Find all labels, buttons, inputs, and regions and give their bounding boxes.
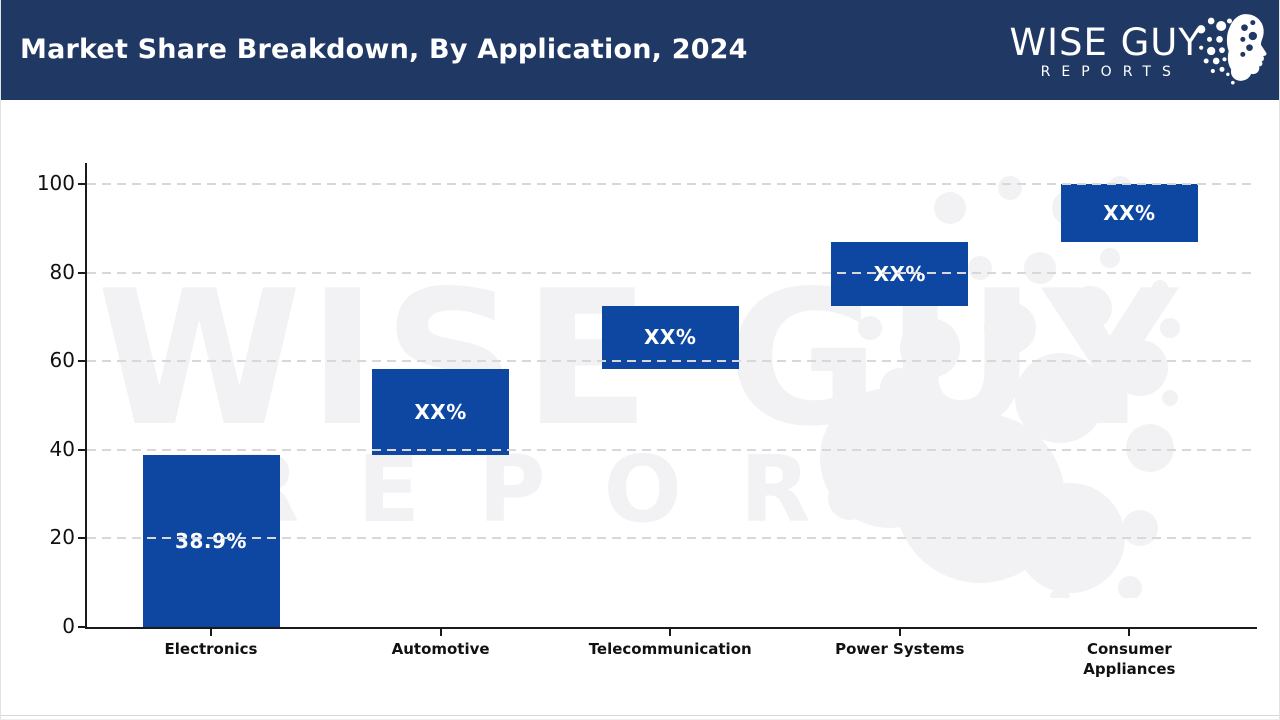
y-tick-mark bbox=[78, 360, 87, 363]
y-tick-mark bbox=[78, 183, 87, 185]
bar-power-systems: XX% bbox=[831, 241, 969, 306]
bar-value-label: XX% bbox=[1103, 200, 1156, 225]
bar-automotive: XX% bbox=[372, 368, 510, 455]
x-tick-mark bbox=[669, 629, 672, 636]
gridline-60 bbox=[87, 360, 1257, 363]
y-axis-tick-label: 100 bbox=[36, 171, 75, 195]
x-category-label-electronics: Electronics bbox=[164, 640, 258, 658]
wiseguy-face-icon bbox=[1197, 14, 1267, 85]
x-category-label-telecommunication: Telecommunication bbox=[588, 640, 752, 658]
y-tick-mark bbox=[78, 537, 87, 540]
chart-title: Market Share Breakdown, By Application, … bbox=[20, 34, 748, 65]
y-tick-mark bbox=[78, 626, 87, 628]
y-axis-tick-label: 60 bbox=[49, 348, 75, 373]
y-axis-tick-label: 0 bbox=[62, 614, 75, 638]
header-bar: Market Share Breakdown, By Application, … bbox=[0, 0, 1280, 100]
wiseguy-logo: WISE GUY REPORTS bbox=[1010, 11, 1270, 91]
bar-value-label: XX% bbox=[414, 399, 467, 424]
x-tick-mark bbox=[210, 629, 212, 636]
x-category-label-consumer-appliances: Consumer Appliances bbox=[1083, 640, 1176, 678]
logo-reports-text: REPORTS bbox=[1040, 64, 1182, 80]
bar-electronics: 38.9% bbox=[142, 454, 280, 627]
x-category-label-power-systems: Power Systems bbox=[835, 640, 965, 658]
y-axis-tick-label: 80 bbox=[49, 259, 75, 284]
bottom-divider bbox=[0, 715, 1280, 716]
y-axis-tick-label: 40 bbox=[49, 436, 75, 461]
x-tick-mark bbox=[439, 629, 442, 636]
x-axis bbox=[85, 627, 1257, 629]
bar-value-label: XX% bbox=[643, 325, 697, 350]
bar-value-label: XX% bbox=[873, 261, 926, 286]
gridline-80 bbox=[87, 271, 1257, 274]
gridline-40 bbox=[87, 448, 1257, 451]
gridline-100 bbox=[87, 183, 1257, 185]
bar-consumer-appliances: XX% bbox=[1060, 184, 1198, 242]
y-axis bbox=[85, 163, 87, 629]
y-tick-mark bbox=[78, 271, 87, 274]
logo-wiseguy-text: WISE GUY bbox=[1009, 21, 1202, 64]
x-category-label-automotive: Automotive bbox=[391, 640, 490, 658]
bar-value-label: 38.9% bbox=[175, 528, 247, 553]
y-tick-mark bbox=[78, 448, 87, 451]
x-tick-mark bbox=[1128, 629, 1131, 636]
gridline-20 bbox=[87, 537, 1257, 540]
x-tick-mark bbox=[898, 629, 901, 636]
y-axis-tick-label: 20 bbox=[49, 525, 75, 550]
logo-wordmark: WISE GUY REPORTS bbox=[1009, 21, 1202, 81]
bar-telecommunication: XX% bbox=[601, 305, 739, 369]
